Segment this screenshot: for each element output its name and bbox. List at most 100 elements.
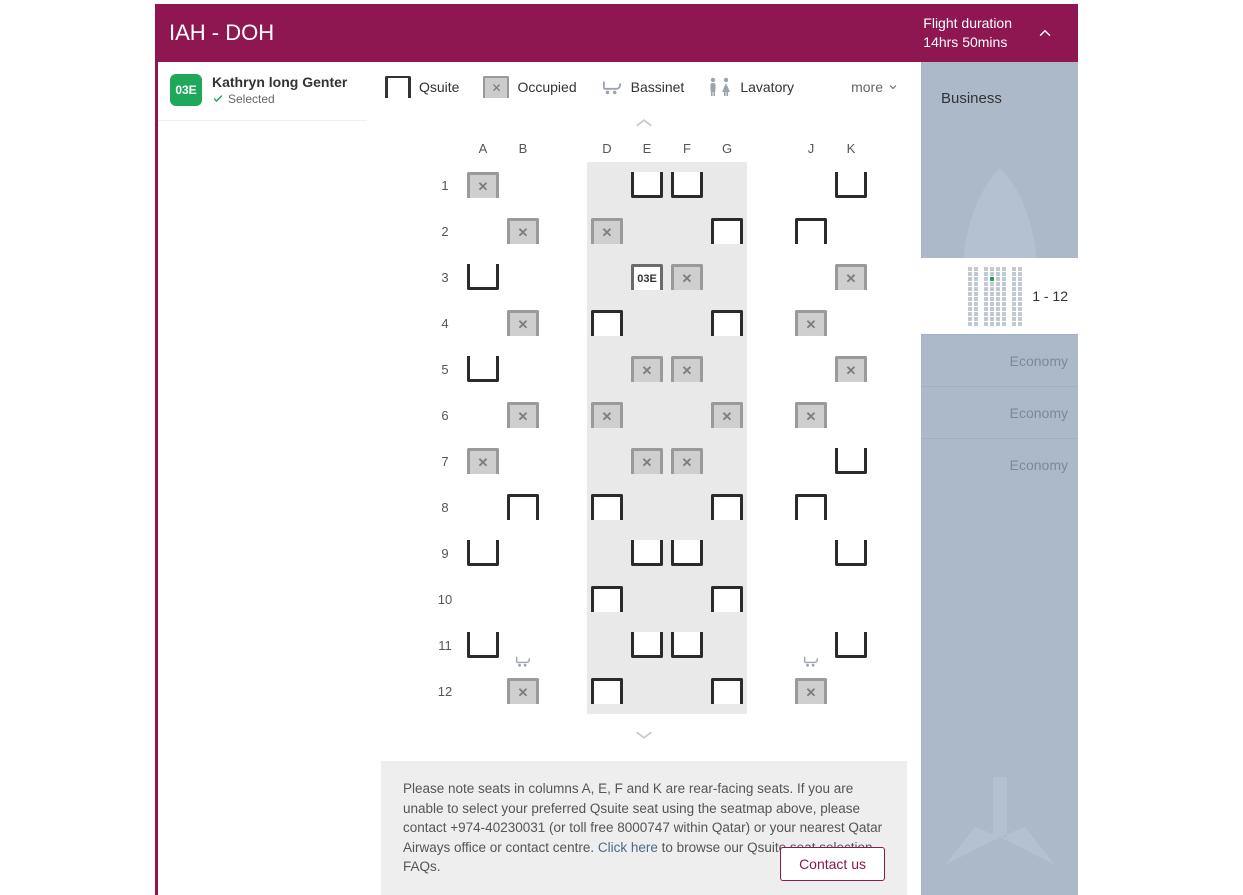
seat-5E [631, 356, 663, 382]
seat-12D[interactable] [591, 678, 623, 704]
row-label-10: 10 [427, 576, 463, 622]
seat-4D[interactable] [591, 310, 623, 336]
seat-10G[interactable] [711, 586, 743, 612]
bassinet-icon [601, 78, 623, 96]
passenger-status: Selected [212, 92, 347, 106]
seat-2G[interactable] [711, 218, 743, 244]
seat-1F[interactable] [671, 172, 703, 198]
col-label-F: F [667, 141, 707, 162]
seat-3K [835, 264, 867, 290]
seat-7A [467, 448, 499, 474]
row-label-3: 3 [427, 254, 463, 300]
seat-4B [507, 310, 539, 336]
seat-11K[interactable] [835, 632, 867, 658]
passenger-panel: 03E Kathryn long Genter Selected [155, 62, 367, 895]
row-label-7: 7 [427, 438, 463, 484]
seat-3F [671, 264, 703, 290]
cabin-overview: Business 1 - 12 Economy Economy Economy [921, 62, 1078, 895]
seat-7K[interactable] [835, 448, 867, 474]
seat-9A[interactable] [467, 540, 499, 566]
col-label-K: K [831, 141, 871, 162]
row-label-4: 4 [427, 300, 463, 346]
legend-qsuite: Qsuite [385, 76, 459, 98]
lavatory-icon [708, 77, 732, 97]
seat-6G [711, 402, 743, 428]
qsuite-icon [385, 76, 411, 98]
plane-tail-icon [935, 777, 1065, 867]
col-label-B: B [503, 141, 543, 162]
seat-8D[interactable] [591, 494, 623, 520]
row-label-11: 11 [427, 622, 463, 668]
seat-2D [591, 218, 623, 244]
legend-occupied: Occupied [483, 76, 576, 98]
mini-seat-map [968, 267, 1024, 325]
seat-2B [507, 218, 539, 244]
scroll-down-button[interactable] [367, 724, 921, 749]
collapse-chevron-icon[interactable] [1036, 24, 1054, 42]
scroll-up-button[interactable] [367, 112, 921, 137]
business-class-label: Business [941, 90, 1002, 107]
row-label-2: 2 [427, 208, 463, 254]
faq-link[interactable]: Click here [598, 840, 658, 855]
contact-us-button[interactable]: Contact us [780, 847, 885, 881]
row-label-9: 9 [427, 530, 463, 576]
seat-5F [671, 356, 703, 382]
col-label-E: E [627, 141, 667, 162]
seat-12G[interactable] [711, 678, 743, 704]
route-label: IAH - DOH [169, 20, 274, 46]
seat-2J[interactable] [795, 218, 827, 244]
seat-1E[interactable] [631, 172, 663, 198]
seat-10D[interactable] [591, 586, 623, 612]
seat-9K[interactable] [835, 540, 867, 566]
seat-12B [507, 678, 539, 704]
legend-bassinet: Bassinet [601, 78, 685, 96]
check-icon [212, 93, 224, 105]
seat-11E[interactable] [631, 632, 663, 658]
cabin-section-economy-1[interactable]: Economy [921, 334, 1078, 386]
seat-note: Please note seats in columns A, E, F and… [381, 761, 907, 895]
seat-11A[interactable] [467, 632, 499, 658]
seat-9F[interactable] [671, 540, 703, 566]
cabin-section-economy-2[interactable]: Economy [921, 386, 1078, 438]
col-label-J: J [791, 141, 831, 162]
seat-badge: 03E [170, 74, 202, 106]
col-label-G: G [707, 141, 747, 162]
passenger-card[interactable]: 03E Kathryn long Genter Selected [158, 62, 367, 121]
seat-6J [795, 402, 827, 428]
seat-4J [795, 310, 827, 336]
seat-4G[interactable] [711, 310, 743, 336]
seat-6B [507, 402, 539, 428]
seat-8B[interactable] [507, 494, 539, 520]
occupied-icon [483, 76, 509, 98]
seat-3E[interactable] [631, 264, 663, 290]
bassinet-icon [514, 654, 532, 671]
row-label-12: 12 [427, 668, 463, 714]
col-label-D: D [587, 141, 627, 162]
seat-9E[interactable] [631, 540, 663, 566]
seat-5K [835, 356, 867, 382]
legend-lavatory: Lavatory [708, 77, 794, 97]
flight-duration: Flight duration 14hrs 50mins [923, 14, 1012, 52]
row-label-1: 1 [427, 162, 463, 208]
row-label-8: 8 [427, 484, 463, 530]
seat-8J[interactable] [795, 494, 827, 520]
passenger-name: Kathryn long Genter [212, 74, 347, 90]
seat-5A[interactable] [467, 356, 499, 382]
seat-map: A B D E F G J K 123456789101112 [367, 137, 921, 724]
seat-1A [467, 172, 499, 198]
bassinet-icon [802, 654, 820, 671]
seat-6D [591, 402, 623, 428]
seat-7F [671, 448, 703, 474]
cabin-section-economy-3[interactable]: Economy [921, 438, 1078, 490]
seat-8G[interactable] [711, 494, 743, 520]
cabin-section-business[interactable]: 1 - 12 [921, 258, 1078, 334]
seat-1K[interactable] [835, 172, 867, 198]
row-label-5: 5 [427, 346, 463, 392]
seat-3A[interactable] [467, 264, 499, 290]
seat-legend: Qsuite Occupied Bassinet [367, 62, 921, 112]
col-label-A: A [463, 141, 503, 162]
seat-12J [795, 678, 827, 704]
legend-more[interactable]: more [851, 79, 899, 95]
flight-header: IAH - DOH Flight duration 14hrs 50mins [155, 4, 1078, 62]
seat-11F[interactable] [671, 632, 703, 658]
